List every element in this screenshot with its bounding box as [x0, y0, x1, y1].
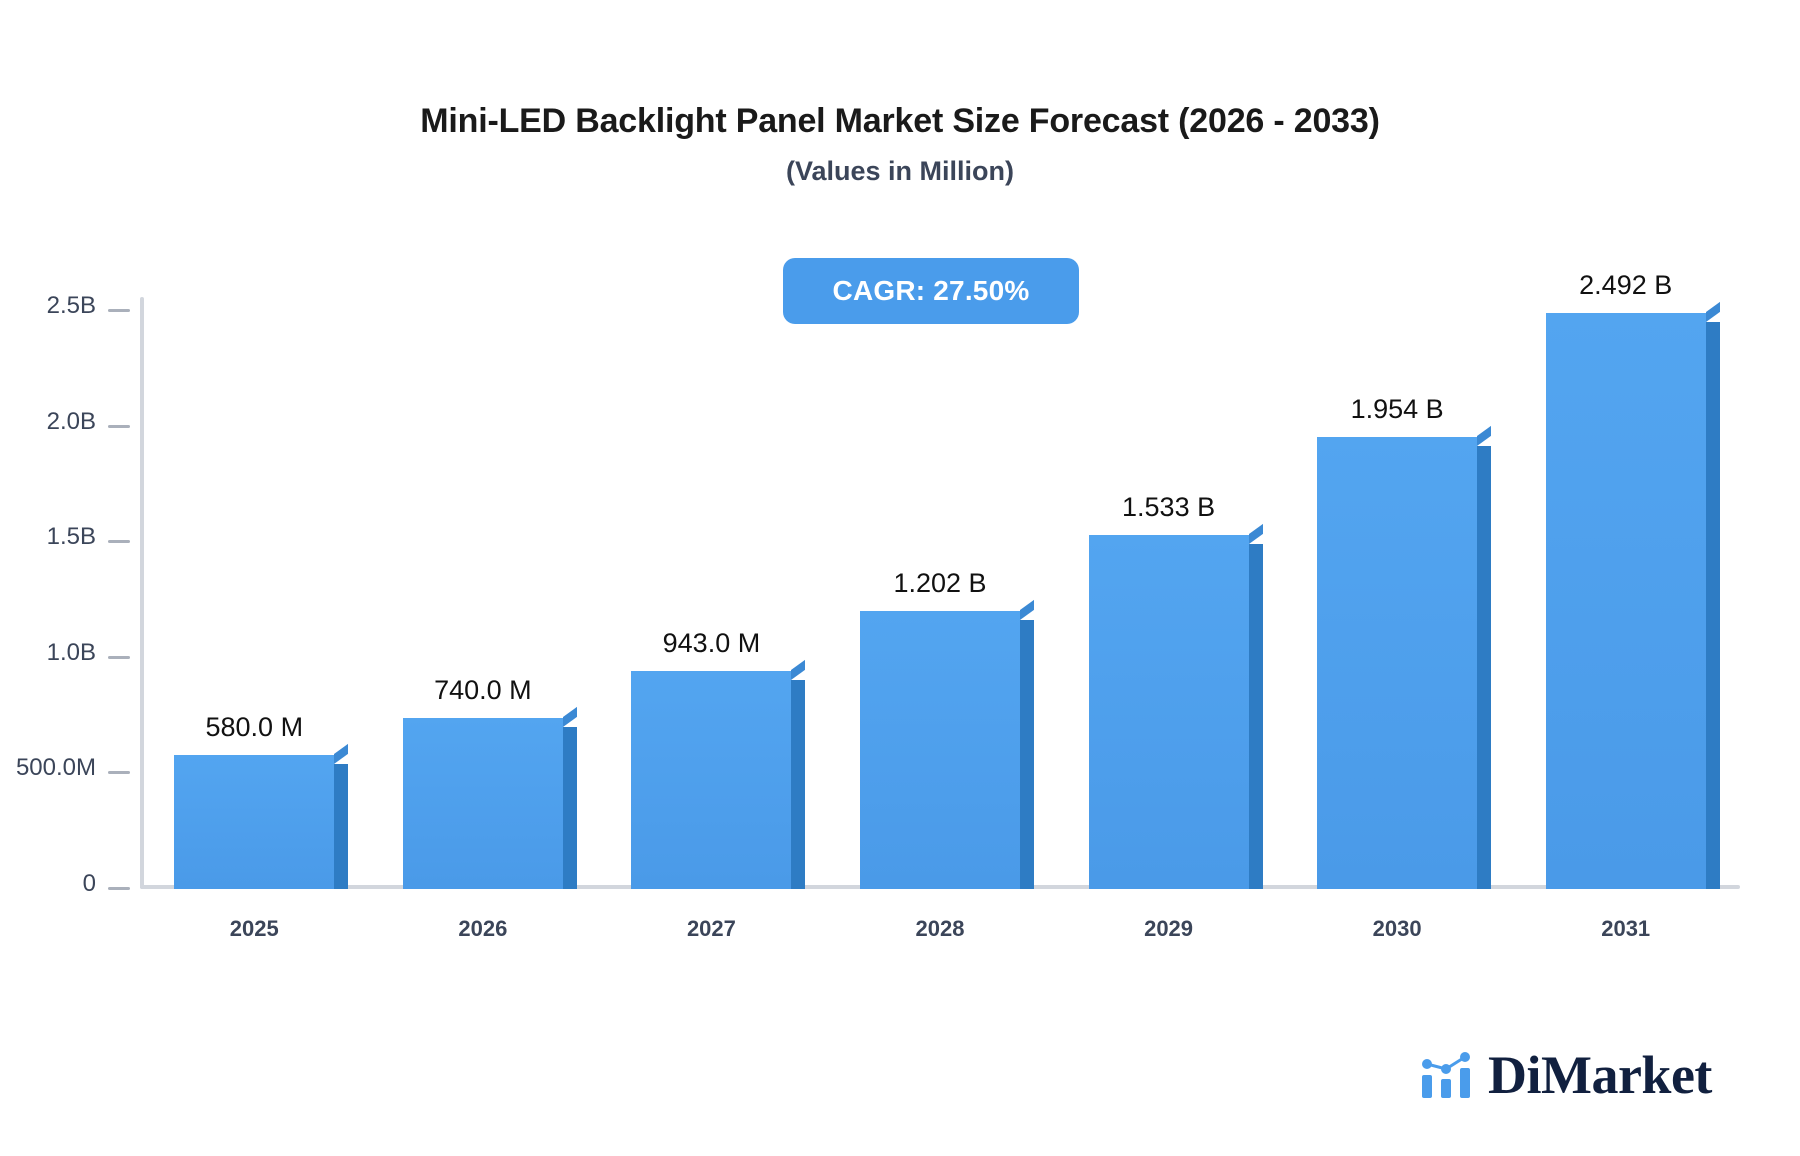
x-axis-label: 2030: [1372, 916, 1422, 941]
x-axis-label: 2025: [229, 916, 279, 941]
x-axis-label: 2026: [458, 916, 508, 941]
bar-top-face: [1477, 426, 1492, 447]
bar-value-label: 1.533 B: [1122, 491, 1216, 522]
y-axis-tick: 500.0M: [0, 754, 130, 781]
bar-front-face: [1545, 312, 1706, 889]
bar-chart-icon: [1422, 1052, 1470, 1098]
bar[interactable]: 740.0 M: [402, 675, 577, 889]
tick-mark: [108, 424, 130, 428]
plot-area: 0 500.0M 1.0B 1.5B 2.0B 2.5B 580.0 M 740.0 M 94…: [16, 270, 1740, 897]
bar-top-face: [1705, 301, 1720, 322]
y-axis-tick-label: 500.0M: [15, 754, 96, 782]
tick-mark: [108, 309, 130, 313]
bar-side-face: [1020, 620, 1034, 889]
bar[interactable]: 1.954 B: [1317, 394, 1492, 889]
cagr-badge: CAGR: 27.50%: [783, 258, 1079, 324]
y-axis-line: [140, 297, 144, 889]
bar-side-face: [791, 680, 806, 889]
y-axis-tick: 0: [0, 870, 130, 897]
bar-value-label: 1.954 B: [1350, 394, 1444, 425]
x-axis-label: 2027: [686, 916, 736, 941]
bar-front-face: [174, 754, 335, 889]
bar-value-label: 2.492 B: [1579, 269, 1673, 300]
y-axis-tick: 1.5B: [0, 523, 130, 550]
bar-front-face: [631, 671, 792, 889]
y-axis-tick: 2.0B: [0, 408, 130, 435]
bar[interactable]: 1.202 B: [860, 568, 1034, 889]
bar-side-face: [1705, 321, 1720, 889]
title-block: Mini-LED Backlight Panel Market Size For…: [0, 100, 1800, 188]
x-axis-label: 2028: [915, 916, 965, 941]
x-axis-label: 2029: [1144, 916, 1194, 941]
bar-top-face: [562, 706, 577, 727]
bar-top-face: [791, 659, 806, 681]
logo-text: DiMarket: [1488, 1045, 1712, 1105]
bar-series: 580.0 M 740.0 M 943.0 M 1.202 B 1.533 B 1.954…: [140, 270, 1740, 889]
bar[interactable]: 580.0 M: [174, 712, 349, 889]
bar-side-face: [562, 726, 577, 889]
tick-mark: [108, 771, 130, 775]
y-axis-tick-label: 1.5B: [46, 523, 96, 551]
bar-value-label: 580.0 M: [205, 711, 304, 742]
page-title: Mini-LED Backlight Panel Market Size For…: [420, 102, 1380, 140]
bar-front-face: [1317, 437, 1478, 889]
y-axis-tick: 1.0B: [0, 639, 130, 666]
chart-subtitle: (Values in Million): [785, 156, 1015, 186]
bar-front-face: [860, 611, 1020, 889]
y-axis-tick-label: 2.5B: [46, 292, 96, 320]
x-axis-label: 2031: [1601, 916, 1651, 941]
bar[interactable]: 2.492 B: [1545, 270, 1720, 889]
bar-side-face: [1477, 446, 1492, 889]
bar-value-label: 1.202 B: [893, 568, 987, 599]
cagr-badge-label: CAGR: 27.50%: [832, 275, 1030, 306]
bar-value-label: 943.0 M: [662, 628, 761, 659]
y-axis-tick-label: 0: [82, 870, 96, 897]
tick-mark: [108, 887, 130, 890]
bar[interactable]: 1.533 B: [1088, 492, 1263, 889]
tick-mark: [108, 540, 130, 544]
y-axis-tick-label: 1.0B: [46, 638, 96, 666]
bar-top-face: [334, 743, 349, 764]
bar-top-face: [1248, 523, 1263, 544]
y-axis-tick-label: 2.0B: [46, 407, 96, 435]
bar-value-label: 740.0 M: [434, 674, 532, 705]
bar-front-face: [1088, 534, 1249, 889]
bar-side-face: [1248, 543, 1263, 889]
bar-side-face: [334, 763, 349, 889]
bar[interactable]: 943.0 M: [631, 628, 806, 889]
bar-top-face: [1020, 599, 1034, 621]
tick-mark: [108, 655, 130, 659]
dimarket-logo: DiMarket: [1420, 1048, 1712, 1102]
y-axis-tick: 2.5B: [0, 292, 130, 319]
bar-front-face: [402, 717, 563, 889]
